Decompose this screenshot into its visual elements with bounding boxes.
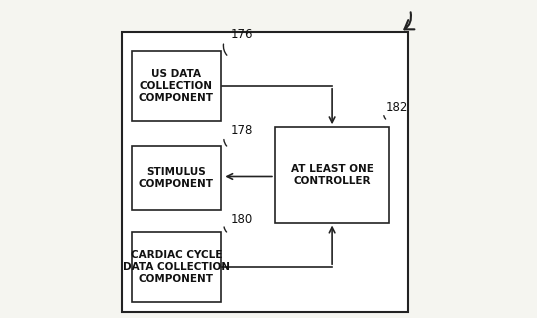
Text: DATA COLLECTION: DATA COLLECTION <box>123 262 230 272</box>
Text: 176: 176 <box>230 28 253 41</box>
Text: 182: 182 <box>386 101 409 114</box>
Text: COMPONENT: COMPONENT <box>139 274 214 284</box>
Text: 180: 180 <box>230 213 252 226</box>
Text: US DATA: US DATA <box>151 69 201 79</box>
Text: COLLECTION: COLLECTION <box>140 81 213 91</box>
FancyArrowPatch shape <box>404 12 415 29</box>
Text: CONTROLLER: CONTROLLER <box>293 176 371 186</box>
Text: AT LEAST ONE: AT LEAST ONE <box>291 164 374 174</box>
FancyBboxPatch shape <box>122 32 409 312</box>
Text: STIMULUS: STIMULUS <box>147 167 206 177</box>
FancyBboxPatch shape <box>132 232 221 302</box>
FancyBboxPatch shape <box>132 51 221 121</box>
Text: 178: 178 <box>230 124 253 137</box>
Text: COMPONENT: COMPONENT <box>139 93 214 103</box>
Text: CARDIAC CYCLE: CARDIAC CYCLE <box>130 250 222 260</box>
FancyBboxPatch shape <box>132 146 221 210</box>
FancyBboxPatch shape <box>275 127 389 223</box>
Text: COMPONENT: COMPONENT <box>139 179 214 189</box>
